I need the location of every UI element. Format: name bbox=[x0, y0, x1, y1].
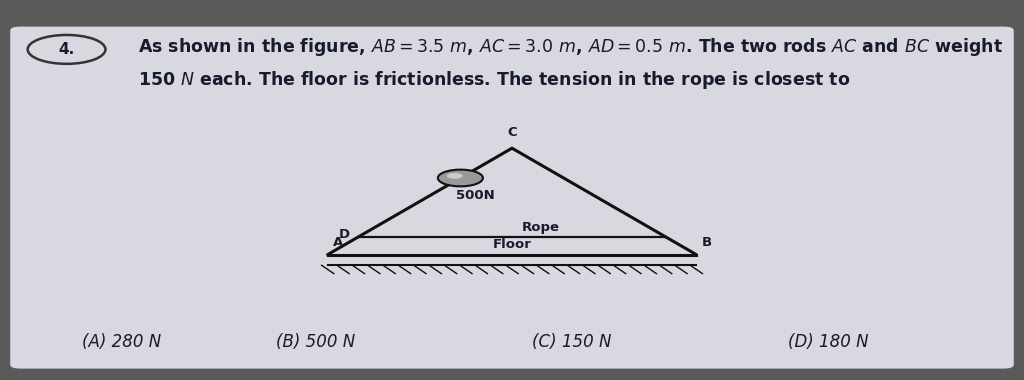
Text: C: C bbox=[507, 126, 517, 139]
Text: (A) 280 N: (A) 280 N bbox=[82, 333, 161, 351]
Text: Floor: Floor bbox=[493, 238, 531, 251]
FancyBboxPatch shape bbox=[10, 27, 1014, 369]
Circle shape bbox=[28, 35, 105, 64]
Text: (B) 500 N: (B) 500 N bbox=[276, 333, 355, 351]
Text: Rope: Rope bbox=[522, 221, 560, 234]
Text: (C) 150 N: (C) 150 N bbox=[532, 333, 612, 351]
Text: 500N: 500N bbox=[457, 189, 496, 203]
Text: B: B bbox=[701, 236, 712, 249]
Circle shape bbox=[438, 169, 483, 186]
Text: 4.: 4. bbox=[58, 42, 75, 57]
Text: A: A bbox=[333, 236, 343, 249]
Circle shape bbox=[446, 173, 463, 179]
Text: D: D bbox=[339, 228, 350, 241]
Text: As shown in the figure, $AB = 3.5$ $m$, $AC = 3.0$ $m$, $AD = 0.5$ $m$. The two : As shown in the figure, $AB = 3.5$ $m$, … bbox=[138, 36, 1004, 59]
Text: 150 $N$ each. The floor is frictionless. The tension in the rope is closest to: 150 $N$ each. The floor is frictionless.… bbox=[138, 69, 851, 91]
Text: (D) 180 N: (D) 180 N bbox=[788, 333, 869, 351]
